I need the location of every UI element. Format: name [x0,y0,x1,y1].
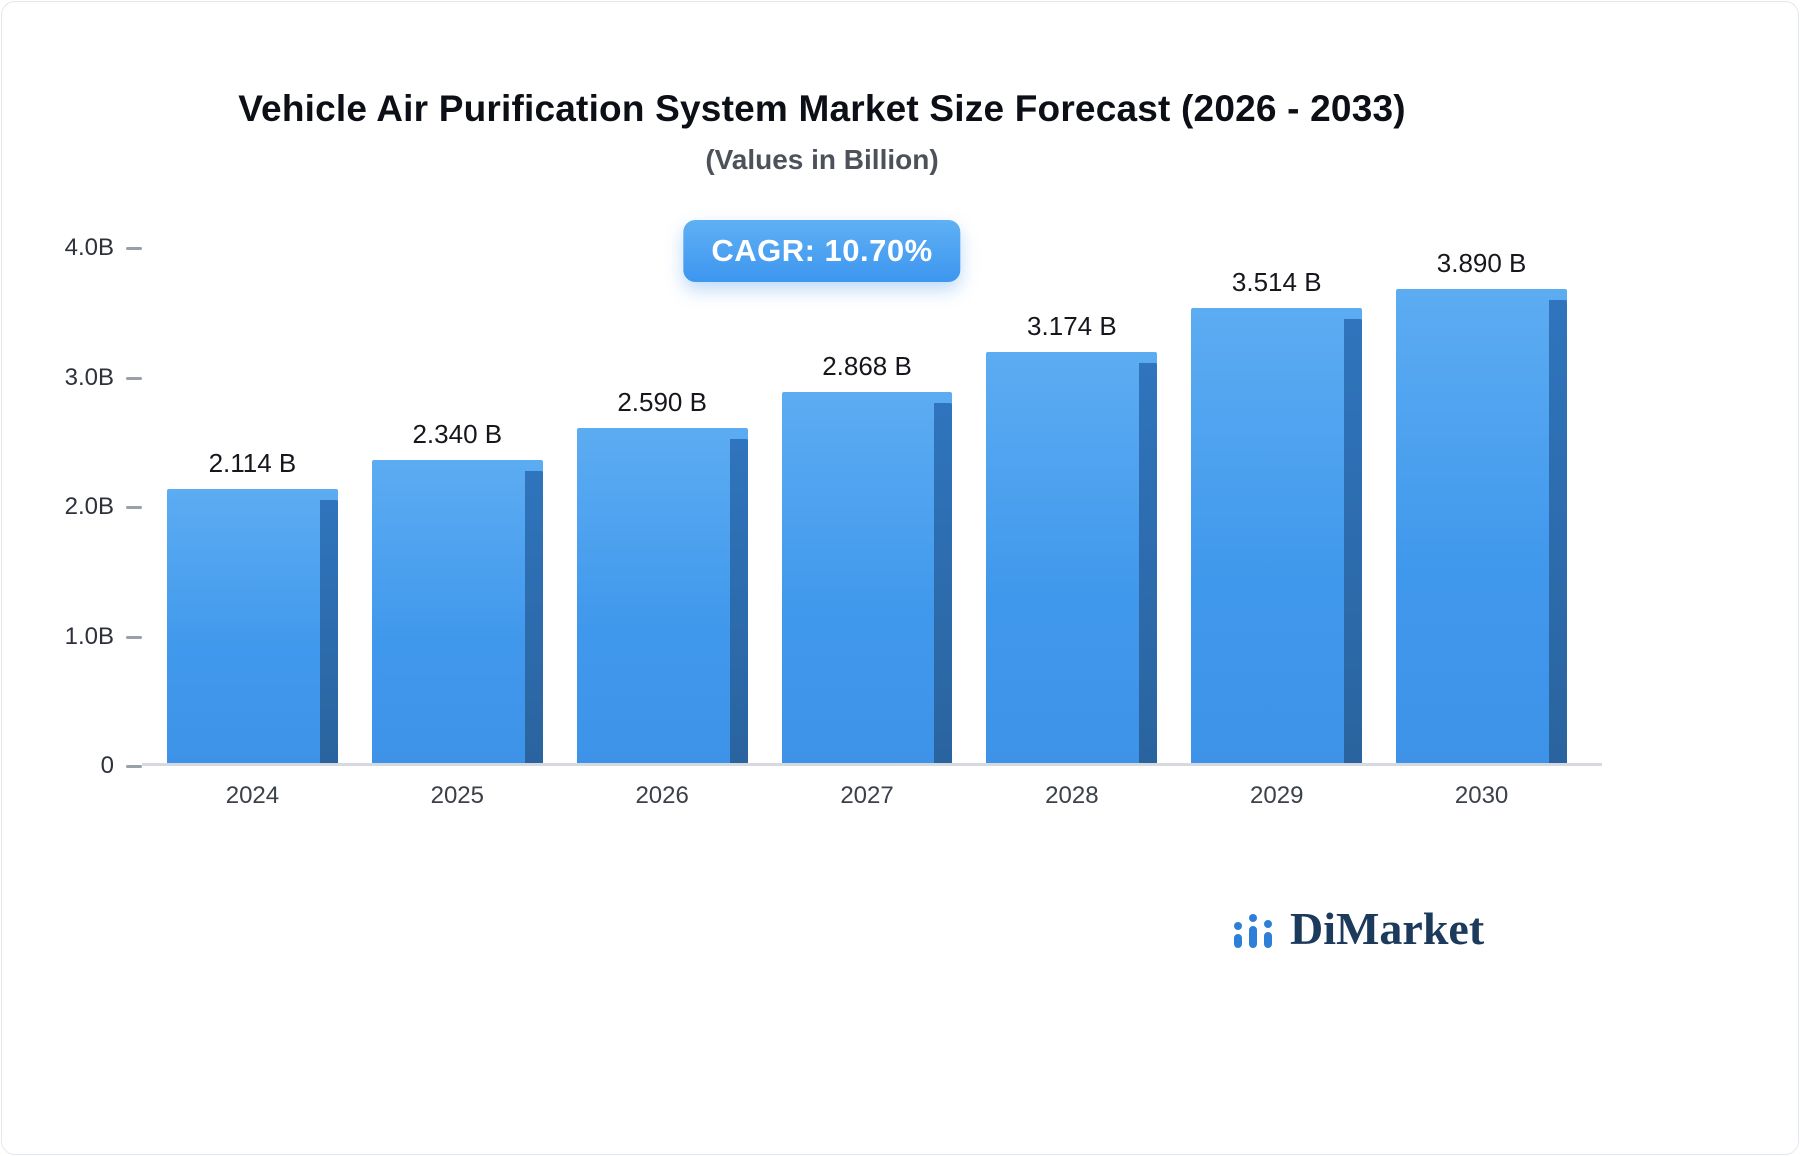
bar-2027[interactable] [781,392,953,763]
y-axis-tick-label: 3.0B [64,364,114,391]
bar-group: 2.590 B [560,248,765,763]
y-axis-tick-label: 0 [100,752,114,779]
bar-value-label: 2.590 B [617,387,707,417]
x-axis-label: 2026 [635,782,689,809]
bar-2025[interactable] [371,460,543,763]
bar-chart-icon [1234,914,1272,948]
y-axis: 4.0B 3.0B 2.0B 1.0B 0 [42,234,142,779]
x-axis-label: 2025 [430,782,484,809]
x-axis-label: 2029 [1250,782,1304,809]
tick-mark [126,764,142,768]
y-axis-tick: 3.0B [65,364,142,392]
y-axis-tick: 2.0B [65,493,142,521]
bar-2030[interactable] [1396,289,1568,763]
y-axis-tick: 1.0B [65,623,142,651]
y-axis-tick-label: 2.0B [64,493,114,520]
x-axis-label: 2030 [1454,782,1509,809]
x-axis-label: 2024 [225,782,280,809]
bar-2028[interactable] [986,352,1158,763]
bar-value-label: 3.514 B [1231,267,1322,297]
bar-group: 3.890 B [1379,248,1584,763]
bar-value-label: 3.890 B [1436,248,1527,278]
plot-area: 2.114 B 2.340 B 2.590 B 2.868 B 3.174 B 3.514… [142,248,1602,766]
bar-chart: CAGR: 10.70% 4.0B 3.0B 2.0B 1.0B 0 2.114 B 2.… [42,220,1602,810]
tick-mark [126,376,142,380]
chart-title: Vehicle Air Purification System Market S… [238,88,1406,129]
bar-value-label: 2.868 B [822,351,912,381]
cagr-badge-label: CAGR: 10.70% [711,233,933,268]
bar-group: 3.514 B [1174,248,1379,763]
tick-mark [126,246,142,250]
tick-mark [126,635,142,639]
y-axis-tick-label: 4.0B [64,234,114,261]
y-axis-tick-label: 1.0B [64,623,114,650]
cagr-badge: CAGR: 10.70% [683,220,961,282]
logo-text: DiMarket [1290,903,1485,954]
chart-subtitle: (Values in Billion) [705,144,939,175]
x-axis: 2024 2025 2026 2027 2028 2029 2030 [142,782,1602,810]
x-axis-label: 2027 [840,782,894,809]
bar-group: 2.340 B [355,248,560,763]
bar-value-label: 3.174 B [1027,311,1117,341]
tick-mark [126,505,142,509]
bar-group: 2.868 B [765,248,970,763]
bar-2024[interactable] [167,489,338,763]
bar-2029[interactable] [1191,308,1363,763]
bar-value-label: 2.114 B [208,448,297,478]
bar-value-label: 2.340 B [412,419,503,449]
bar-group: 2.114 B [150,248,355,763]
x-axis-label: 2028 [1045,782,1099,809]
y-axis-tick: 0 [101,752,142,780]
bar-2026[interactable] [576,428,748,763]
y-axis-tick: 4.0B [65,234,142,262]
dimarket-logo: DiMarket [1230,904,1484,952]
bar-group: 3.174 B [969,248,1174,763]
